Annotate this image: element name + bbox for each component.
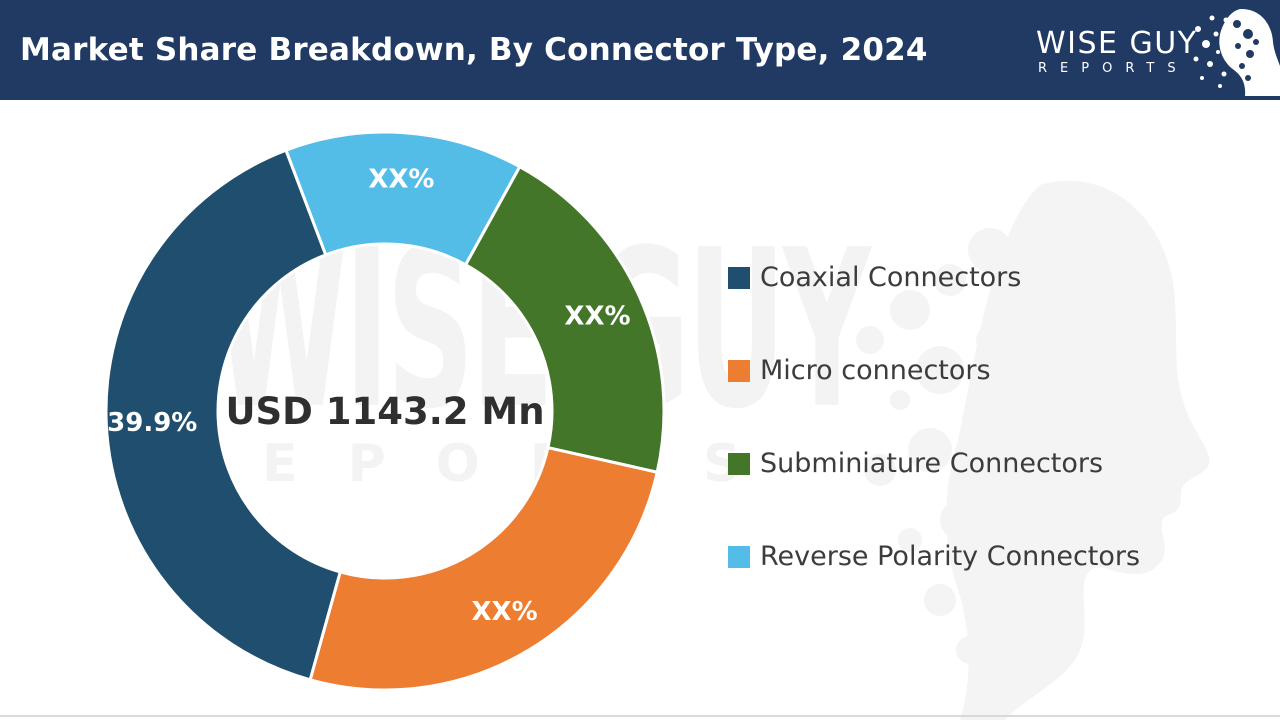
donut-chart: XX% XX% XX% 39.9% USD 1143.2 Mn [104,130,666,692]
pie-slice-micro-connectors [308,445,659,692]
slice-label-reverse-polarity-connectors: XX% [368,165,434,195]
pie-slice-subminiature-connectors [463,164,666,475]
wiseguy-logo: WISE GUY REPORTS [1020,0,1280,100]
legend-item-coaxial-connectors: Coaxial Connectors [728,262,1140,293]
wiseguy-head-icon [1193,8,1280,96]
page-title: Market Share Breakdown, By Connector Typ… [20,32,928,68]
slice-label-micro-connectors: XX% [472,597,538,627]
pie-slice-coaxial-connectors [104,148,343,682]
legend-label: Coaxial Connectors [760,262,1022,293]
legend-label: Subminiature Connectors [760,448,1104,479]
slice-label-coaxial-connectors: 39.9% [107,408,197,438]
legend-swatch-micro-connectors [728,359,750,382]
legend-item-reverse-polarity-connectors: Reverse Polarity Connectors [728,541,1140,572]
header-bar: Market Share Breakdown, By Connector Typ… [0,0,1280,100]
legend-label: Micro connectors [760,355,991,386]
legend-swatch-reverse-polarity-connectors [728,545,750,568]
logo-reports: REPORTS [1038,61,1189,76]
legend-swatch-coaxial-connectors [728,266,750,289]
logo-wordmark: WISE GUY [1036,26,1198,61]
legend-item-micro-connectors: Micro connectors [728,355,1140,386]
legend-label: Reverse Polarity Connectors [760,541,1141,572]
slice-label-subminiature-connectors: XX% [564,302,630,332]
chart-center-value: USD 1143.2 Mn [225,390,544,433]
legend-item-subminiature-connectors: Subminiature Connectors [728,448,1140,479]
bottom-divider [0,715,1280,717]
legend-swatch-subminiature-connectors [728,452,750,475]
chart-legend: Coaxial Connectors Micro connectors Submin… [728,262,1140,572]
